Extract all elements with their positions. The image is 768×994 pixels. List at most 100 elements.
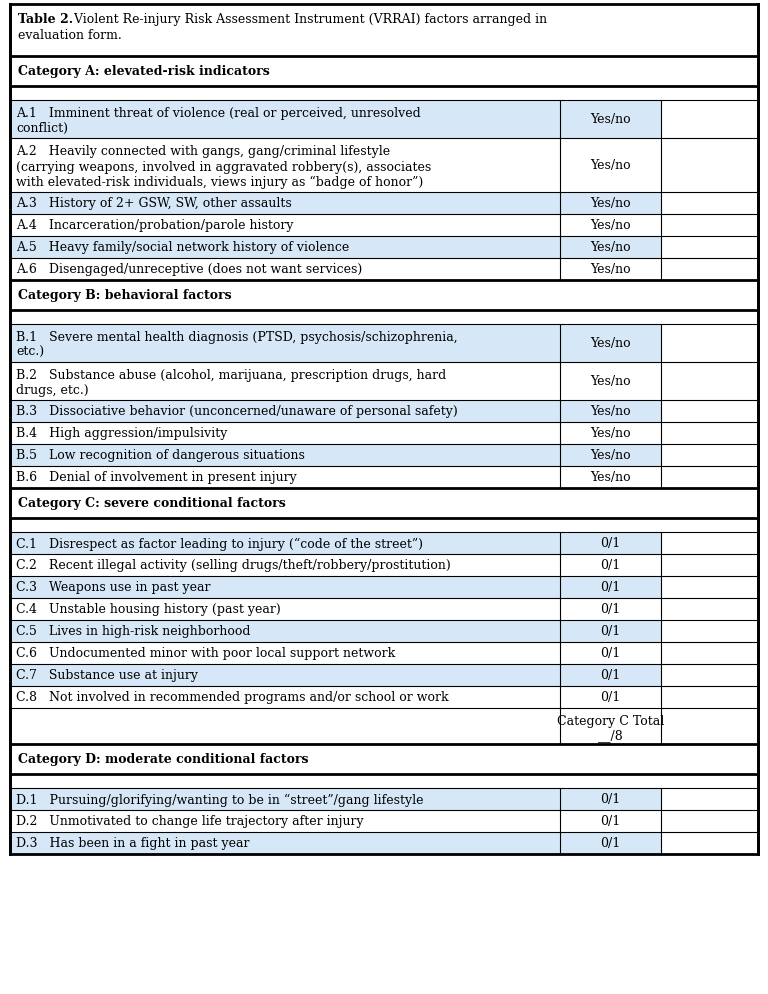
Text: evaluation form.: evaluation form. [18,29,122,42]
Bar [660,832,758,854]
Bar [10,686,560,709]
Text: A.6   Disengaged/unreceptive (does not want services): A.6 Disengaged/unreceptive (does not wan… [16,263,362,276]
Bar [660,422,758,444]
Bar [10,642,560,664]
Text: Category D: moderate conditional factors: Category D: moderate conditional factors [18,752,309,765]
Bar [560,193,660,215]
Bar [660,788,758,810]
Bar [560,363,660,401]
Bar [560,401,660,422]
Bar [560,642,660,664]
Bar [660,258,758,280]
Text: C.3   Weapons use in past year: C.3 Weapons use in past year [16,580,210,593]
Text: Yes/no: Yes/no [590,406,631,418]
Text: C.4   Unstable housing history (past year): C.4 Unstable housing history (past year) [16,603,281,616]
Bar [10,620,560,642]
Text: with elevated-risk individuals, views injury as “badge of honor”): with elevated-risk individuals, views in… [16,175,423,189]
Bar [560,686,660,709]
Text: B.2   Substance abuse (alcohol, marijuana, prescription drugs, hard: B.2 Substance abuse (alcohol, marijuana,… [16,369,446,382]
Text: Yes/no: Yes/no [590,337,631,350]
Bar [10,745,758,774]
Text: __/8: __/8 [598,729,623,742]
Bar [10,237,560,258]
Text: 0/1: 0/1 [600,537,621,550]
Bar [10,533,560,555]
Bar [10,519,758,533]
Bar [560,598,660,620]
Bar [660,642,758,664]
Bar [660,686,758,709]
Text: 0/1: 0/1 [600,792,621,806]
Bar [560,237,660,258]
Text: 0/1: 0/1 [600,837,621,850]
Bar [10,57,758,86]
Bar [660,577,758,598]
Text: C.1   Disrespect as factor leading to injury (“code of the street”): C.1 Disrespect as factor leading to inju… [16,537,423,550]
Bar [10,422,560,444]
Bar [10,577,560,598]
Text: Category B: behavioral factors: Category B: behavioral factors [18,289,232,302]
Bar [660,810,758,832]
Text: C.2   Recent illegal activity (selling drugs/theft/robbery/prostitution): C.2 Recent illegal activity (selling dru… [16,559,451,572]
Bar [660,237,758,258]
Bar [660,664,758,686]
Text: Yes/no: Yes/no [590,375,631,388]
Text: Category A: elevated-risk indicators: Category A: elevated-risk indicators [18,66,270,79]
Bar [10,774,758,788]
Text: Yes/no: Yes/no [590,427,631,440]
Bar [10,598,560,620]
Bar [660,101,758,139]
Text: 0/1: 0/1 [600,603,621,616]
Text: Yes/no: Yes/no [590,263,631,276]
Bar [10,215,560,237]
Bar [10,664,560,686]
Text: B.4   High aggression/impulsivity: B.4 High aggression/impulsivity [16,427,227,440]
Bar [560,101,660,139]
Bar [560,577,660,598]
Text: D.2   Unmotivated to change life trajectory after injury: D.2 Unmotivated to change life trajector… [16,815,363,828]
Text: Table 2.: Table 2. [18,13,73,26]
Bar [560,810,660,832]
Text: C.6   Undocumented minor with poor local support network: C.6 Undocumented minor with poor local s… [16,647,396,660]
Bar [660,325,758,363]
Bar [560,466,660,488]
Text: 0/1: 0/1 [600,815,621,828]
Bar [10,5,758,57]
Bar [660,363,758,401]
Bar [560,139,660,193]
Bar [660,709,758,745]
Text: A.4   Incarceration/probation/parole history: A.4 Incarceration/probation/parole histo… [16,220,293,233]
Text: Category C: severe conditional factors: Category C: severe conditional factors [18,497,286,510]
Bar [660,139,758,193]
Text: Yes/no: Yes/no [590,159,631,172]
Bar [660,193,758,215]
Text: B.6   Denial of involvement in present injury: B.6 Denial of involvement in present inj… [16,471,296,484]
Text: Yes/no: Yes/no [590,197,631,211]
Text: Category C Total: Category C Total [557,715,664,728]
Bar [10,101,560,139]
Bar [560,832,660,854]
Bar [560,788,660,810]
Bar [10,832,560,854]
Text: (carrying weapons, involved in aggravated robbery(s), associates: (carrying weapons, involved in aggravate… [16,160,432,173]
Text: Yes/no: Yes/no [590,220,631,233]
Text: A.2   Heavily connected with gangs, gang/criminal lifestyle: A.2 Heavily connected with gangs, gang/c… [16,145,390,158]
Bar [660,444,758,466]
Bar [10,444,560,466]
Text: A.1   Imminent threat of violence (real or perceived, unresolved: A.1 Imminent threat of violence (real or… [16,107,421,120]
Text: 0/1: 0/1 [600,691,621,704]
Bar [10,86,758,101]
Bar [10,280,758,311]
Bar [10,325,560,363]
Text: B.1   Severe mental health diagnosis (PTSD, psychosis/schizophrenia,: B.1 Severe mental health diagnosis (PTSD… [16,331,458,344]
Bar [660,533,758,555]
Text: 0/1: 0/1 [600,580,621,593]
Text: Violent Re-injury Risk Assessment Instrument (VRRAI) factors arranged in: Violent Re-injury Risk Assessment Instru… [70,13,547,26]
Text: 0/1: 0/1 [600,669,621,682]
Bar [10,363,560,401]
Bar [10,311,758,325]
Bar [10,709,560,745]
Bar [10,488,758,519]
Text: drugs, etc.): drugs, etc.) [16,384,88,397]
Text: C.7   Substance use at injury: C.7 Substance use at injury [16,669,198,682]
